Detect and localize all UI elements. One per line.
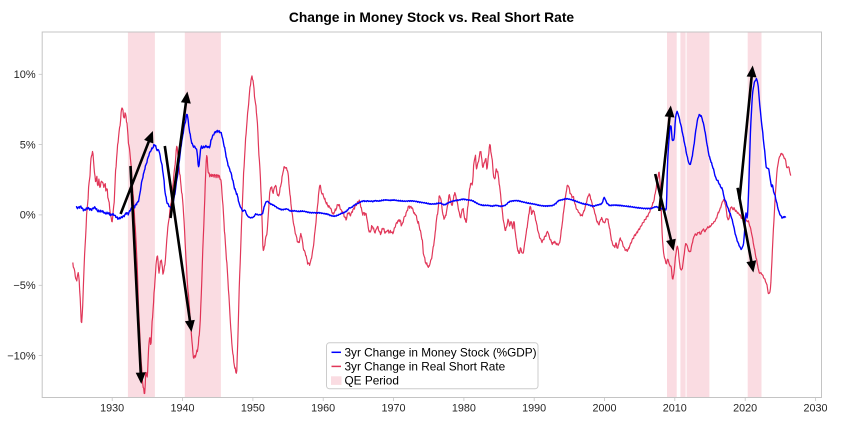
svg-text:2020: 2020 [733, 403, 757, 415]
svg-text:1990: 1990 [522, 403, 546, 415]
svg-text:3yr Change in Money Stock (%GD: 3yr Change in Money Stock (%GDP) [345, 345, 537, 359]
svg-text:1960: 1960 [311, 403, 335, 415]
svg-text:2030: 2030 [803, 403, 827, 415]
svg-text:3yr Change in Real Short Rate: 3yr Change in Real Short Rate [345, 360, 506, 374]
svg-text:−10%: −10% [7, 350, 36, 362]
svg-text:Change in Money Stock vs. Real: Change in Money Stock vs. Real Short Rat… [289, 10, 575, 25]
svg-text:1930: 1930 [100, 403, 124, 415]
svg-text:2000: 2000 [592, 403, 616, 415]
svg-text:−5%: −5% [13, 280, 36, 292]
svg-text:0%: 0% [20, 210, 36, 222]
svg-text:10%: 10% [14, 69, 36, 81]
svg-text:1950: 1950 [241, 403, 265, 415]
svg-text:1970: 1970 [381, 403, 405, 415]
svg-text:1980: 1980 [452, 403, 476, 415]
svg-text:5%: 5% [20, 139, 36, 151]
svg-text:1940: 1940 [170, 403, 194, 415]
svg-text:2010: 2010 [663, 403, 687, 415]
svg-text:QE Period: QE Period [345, 374, 399, 388]
